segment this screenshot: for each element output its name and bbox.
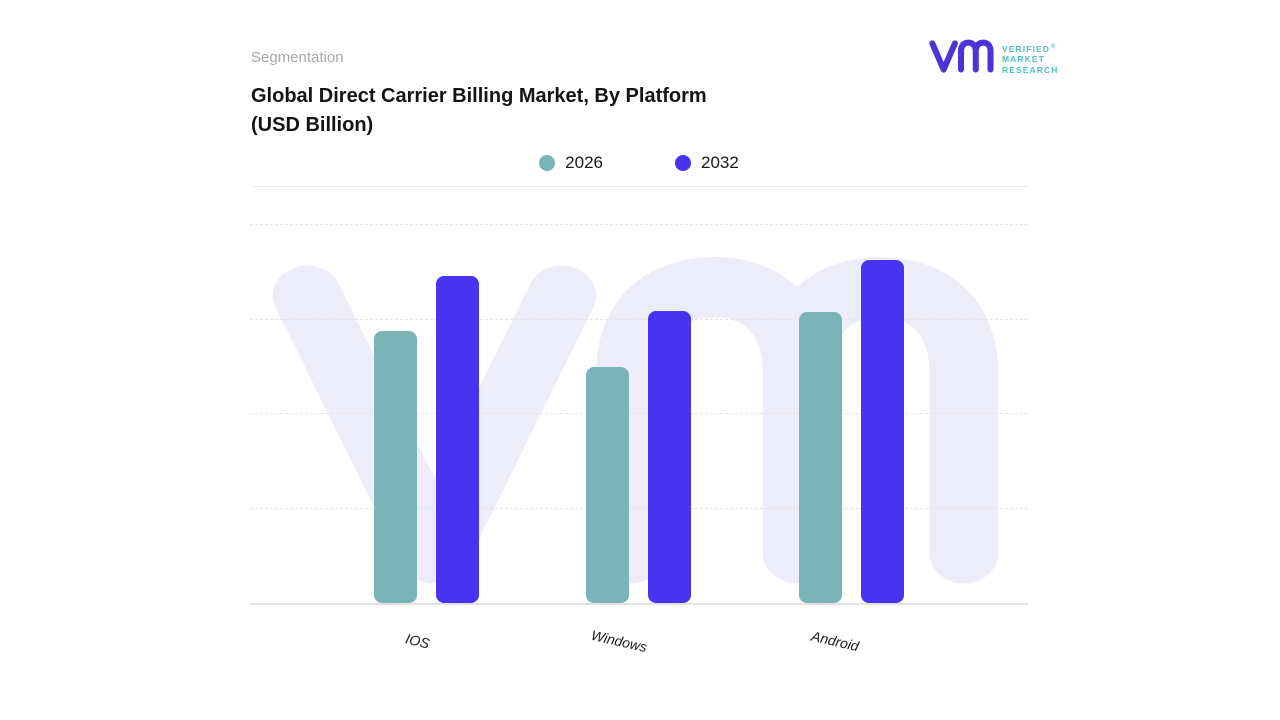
bar-group-android: Android xyxy=(745,225,958,654)
gridline xyxy=(250,224,1028,225)
vmr-logo-text: VERIFIED® MARKET RESEARCH xyxy=(1002,42,1059,77)
bar-2026-ios xyxy=(373,330,417,603)
logo-text-line1: VERIFIED® xyxy=(1002,43,1057,54)
legend-divider xyxy=(250,186,1028,187)
x-axis-label-android: Android xyxy=(809,627,861,655)
bar-group-ios: IOS xyxy=(320,225,533,652)
page-title: Global Direct Carrier Billing Market, By… xyxy=(251,82,707,140)
bar-groups: IOS Windows Android xyxy=(250,225,1028,655)
section-label: Segmentation xyxy=(251,49,344,66)
x-axis-label-ios: IOS xyxy=(404,630,432,652)
plot-area: IOS Windows Android xyxy=(250,224,1028,655)
page-title-line2: (USD Billion) xyxy=(251,114,374,136)
legend-label: 2032 xyxy=(701,153,739,172)
bar-2026-android xyxy=(799,311,843,603)
page-title-line1: Global Direct Carrier Billing Market, By… xyxy=(251,85,707,107)
chart-legend: 2026 2032 xyxy=(250,153,1028,173)
legend-item-2032: 2032 xyxy=(675,153,739,173)
registered-mark: ® xyxy=(1051,43,1057,50)
bar-2032-windows xyxy=(648,311,692,603)
legend-label: 2026 xyxy=(565,153,603,172)
bar-chart: IOS Windows Android xyxy=(250,224,1028,655)
bar-2032-android xyxy=(861,259,905,603)
bar-group-windows: Windows xyxy=(533,225,746,655)
bar-2026-windows xyxy=(586,366,630,603)
vmr-logo: VERIFIED® MARKET RESEARCH xyxy=(928,36,1059,82)
x-axis-label-windows: Windows xyxy=(589,626,649,656)
legend-swatch-icon xyxy=(539,155,556,171)
vmr-monogram-icon xyxy=(928,36,994,82)
logo-text-line2: MARKET xyxy=(1002,54,1045,65)
legend-item-2026: 2026 xyxy=(539,153,603,173)
legend-swatch-icon xyxy=(675,155,691,171)
bar-2032-ios xyxy=(435,276,479,603)
logo-text-line3: RESEARCH xyxy=(1002,65,1059,76)
